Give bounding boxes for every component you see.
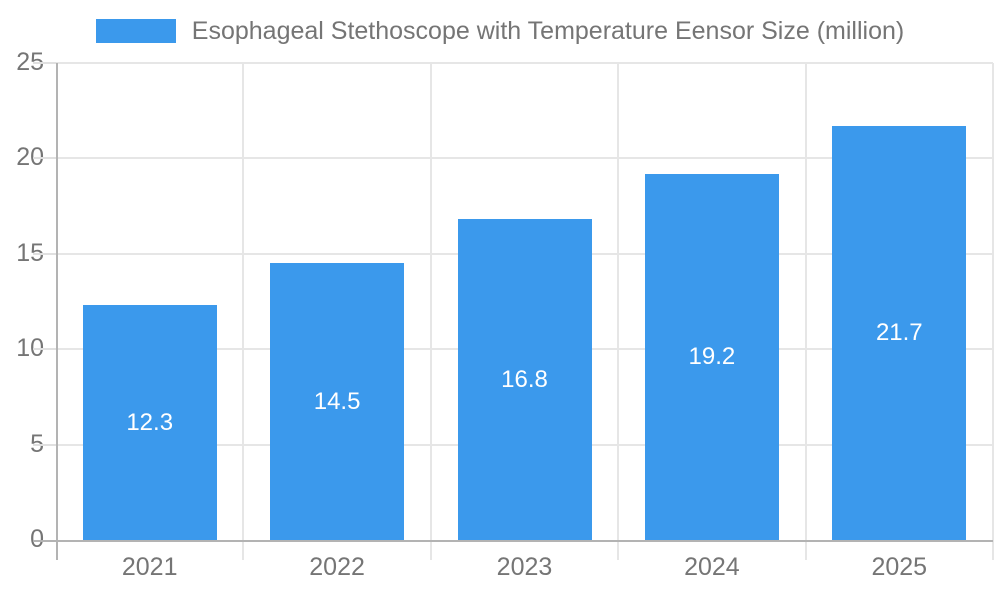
bar-2025: 21.7 (832, 125, 967, 540)
x-tick-label: 2024 (684, 553, 740, 581)
y-tick (33, 157, 56, 160)
legend: Esophageal Stethoscope with Temperature … (0, 14, 1000, 48)
bar-value-label: 19.2 (688, 342, 736, 370)
bar-value-label: 12.3 (126, 408, 174, 436)
gridline-v (242, 63, 245, 560)
y-tick (33, 348, 56, 351)
y-tick (33, 62, 56, 64)
bar-value-label: 16.8 (501, 365, 548, 393)
bar-2022: 14.5 (270, 263, 405, 540)
gridline-v (617, 63, 620, 560)
bar-value-label: 14.5 (313, 387, 361, 415)
x-tick-label: 2021 (121, 553, 178, 581)
plot-area: 12.3 14.5 16.8 19.2 21.7 (33, 62, 994, 560)
bar-2024: 19.2 (644, 173, 779, 540)
gridline-v (804, 63, 807, 560)
gridline-h (56, 62, 993, 64)
gridline-v (992, 63, 994, 560)
x-axis-line (33, 540, 993, 542)
y-tick (33, 443, 56, 446)
y-tick (33, 252, 56, 255)
y-tick-label: 0 (30, 525, 44, 553)
x-tick-label: 2025 (871, 553, 928, 581)
gridline-v (429, 63, 432, 560)
bar-2021: 12.3 (82, 305, 217, 540)
y-axis-line (56, 63, 58, 560)
y-axis-labels: 0510152025 (0, 0, 44, 600)
gridline-h (56, 157, 993, 160)
legend-swatch (95, 19, 176, 43)
legend-label: Esophageal Stethoscope with Temperature … (191, 16, 905, 45)
bar-value-label: 21.7 (875, 318, 923, 346)
x-tick-label: 2023 (496, 553, 553, 581)
x-tick-label: 2022 (309, 553, 365, 581)
x-axis-labels: 2021 2022 2023 2024 2025 (56, 552, 993, 588)
bar-2023: 16.8 (457, 219, 592, 540)
